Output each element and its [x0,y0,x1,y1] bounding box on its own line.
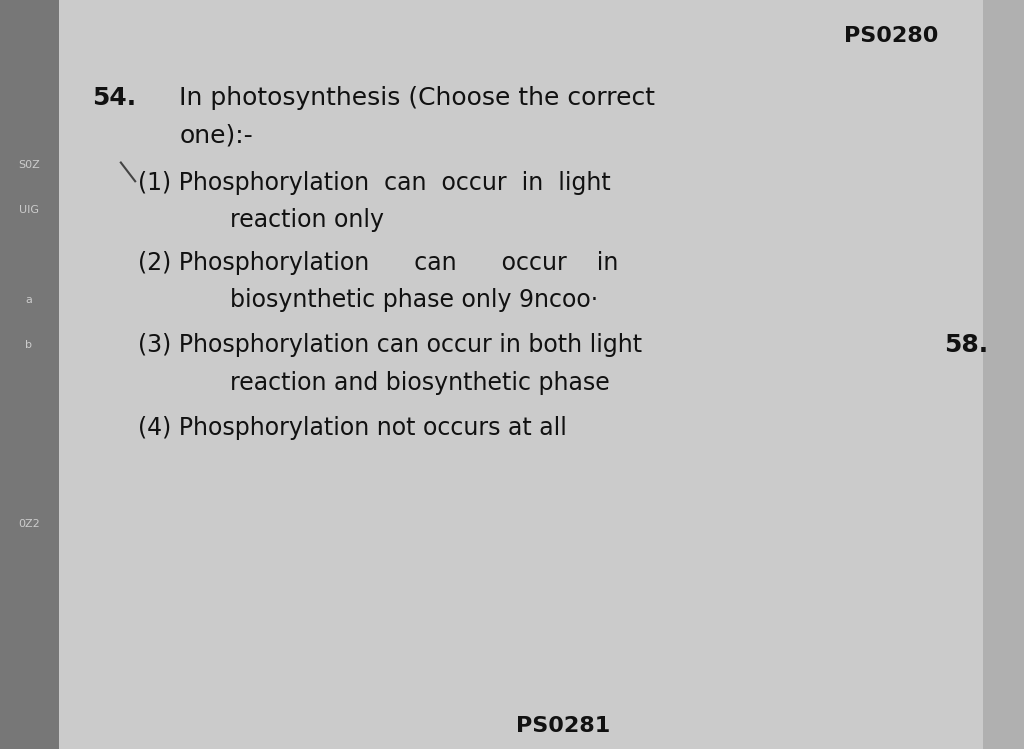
Text: (1) Phosphorylation  can  occur  in  light: (1) Phosphorylation can occur in light [138,171,611,195]
Text: (2) Phosphorylation      can      occur    in: (2) Phosphorylation can occur in [138,251,618,275]
FancyBboxPatch shape [0,0,59,749]
Text: In photosynthesis (Choose the correct: In photosynthesis (Choose the correct [179,86,655,110]
Text: reaction only: reaction only [230,208,384,232]
Text: reaction and biosynthetic phase: reaction and biosynthetic phase [230,371,610,395]
Text: (4) Phosphorylation not occurs at all: (4) Phosphorylation not occurs at all [138,416,567,440]
FancyBboxPatch shape [56,0,983,749]
Text: S0Z: S0Z [17,160,40,170]
Text: 54.: 54. [92,86,136,110]
Text: one):-: one):- [179,124,253,148]
Text: 58.: 58. [944,333,988,357]
Text: biosynthetic phase only 9ncoo·: biosynthetic phase only 9ncoo· [230,288,598,312]
Text: 0Z2: 0Z2 [17,519,40,530]
Text: b: b [26,339,32,350]
Text: PS0281: PS0281 [516,715,610,736]
Text: UIG: UIG [18,204,39,215]
Text: PS0280: PS0280 [844,26,938,46]
Text: (3) Phosphorylation can occur in both light: (3) Phosphorylation can occur in both li… [138,333,642,357]
FancyBboxPatch shape [983,0,1024,749]
Text: a: a [26,294,32,305]
